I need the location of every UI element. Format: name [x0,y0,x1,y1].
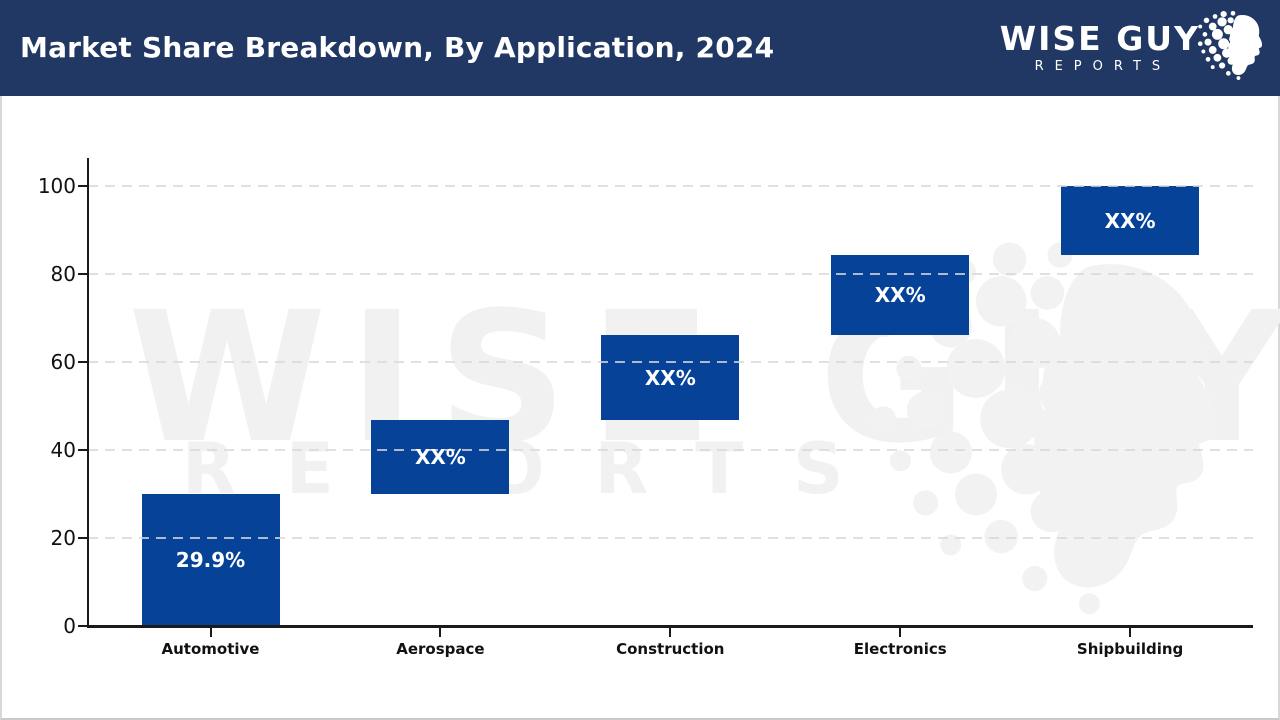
bar-value-label: XX% [874,283,926,308]
y-gridline [88,185,1253,187]
y-tick-mark [78,273,87,275]
category-label-aerospace: Aerospace [396,640,485,658]
bar-construction [601,335,740,421]
bar-value-label: XX% [644,365,696,390]
x-tick-mark [1129,628,1132,637]
category-label-construction: Construction [616,640,725,658]
y-tick-label: 100 [37,174,76,198]
category-label-electronics: Electronics [853,640,947,658]
y-tick-mark [78,537,87,539]
y-gridline [88,361,1253,363]
watermark-text-line2: REPORTS [182,428,894,510]
y-gridline [88,537,1253,539]
bar-value-label: 29.9% [175,548,246,573]
brand-name: WISE GUY [999,19,1200,58]
y-tick-label: 60 [50,350,76,374]
x-axis-line [87,625,1253,628]
bar-value-label: XX% [1104,208,1156,233]
bar-aerospace [371,420,510,495]
bar-electronics [831,255,970,336]
y-gridline [88,449,1253,451]
y-tick-mark [78,185,87,187]
x-tick-mark [439,628,442,637]
bar-automotive [141,494,280,626]
chart-title: Market Share Breakdown, By Application, … [20,31,775,64]
y-axis-spine [87,158,89,627]
y-tick-label: 0 [63,614,76,638]
wise-guy-head-icon [1197,10,1263,80]
x-tick-mark [209,628,212,637]
y-tick-label: 40 [50,438,76,462]
x-tick-mark [899,628,902,637]
category-label-automotive: Automotive [161,640,260,658]
bar-shipbuilding [1061,186,1200,256]
y-tick-label: 20 [50,526,76,550]
y-tick-label: 80 [50,262,76,286]
y-tick-mark [78,625,87,627]
brand-logo: WISE GUY REPORTS [1000,4,1272,92]
brand-logo-text: WISE GUY REPORTS [999,19,1200,75]
category-label-shipbuilding: Shipbuilding [1076,640,1184,658]
bar-value-label: XX% [414,445,466,470]
y-tick-mark [78,449,87,451]
brand-subname: REPORTS [1034,59,1172,74]
y-gridline [88,273,1253,275]
x-tick-mark [669,628,672,637]
header-band: Market Share Breakdown, By Application, … [0,0,1280,96]
y-tick-mark [78,361,87,363]
